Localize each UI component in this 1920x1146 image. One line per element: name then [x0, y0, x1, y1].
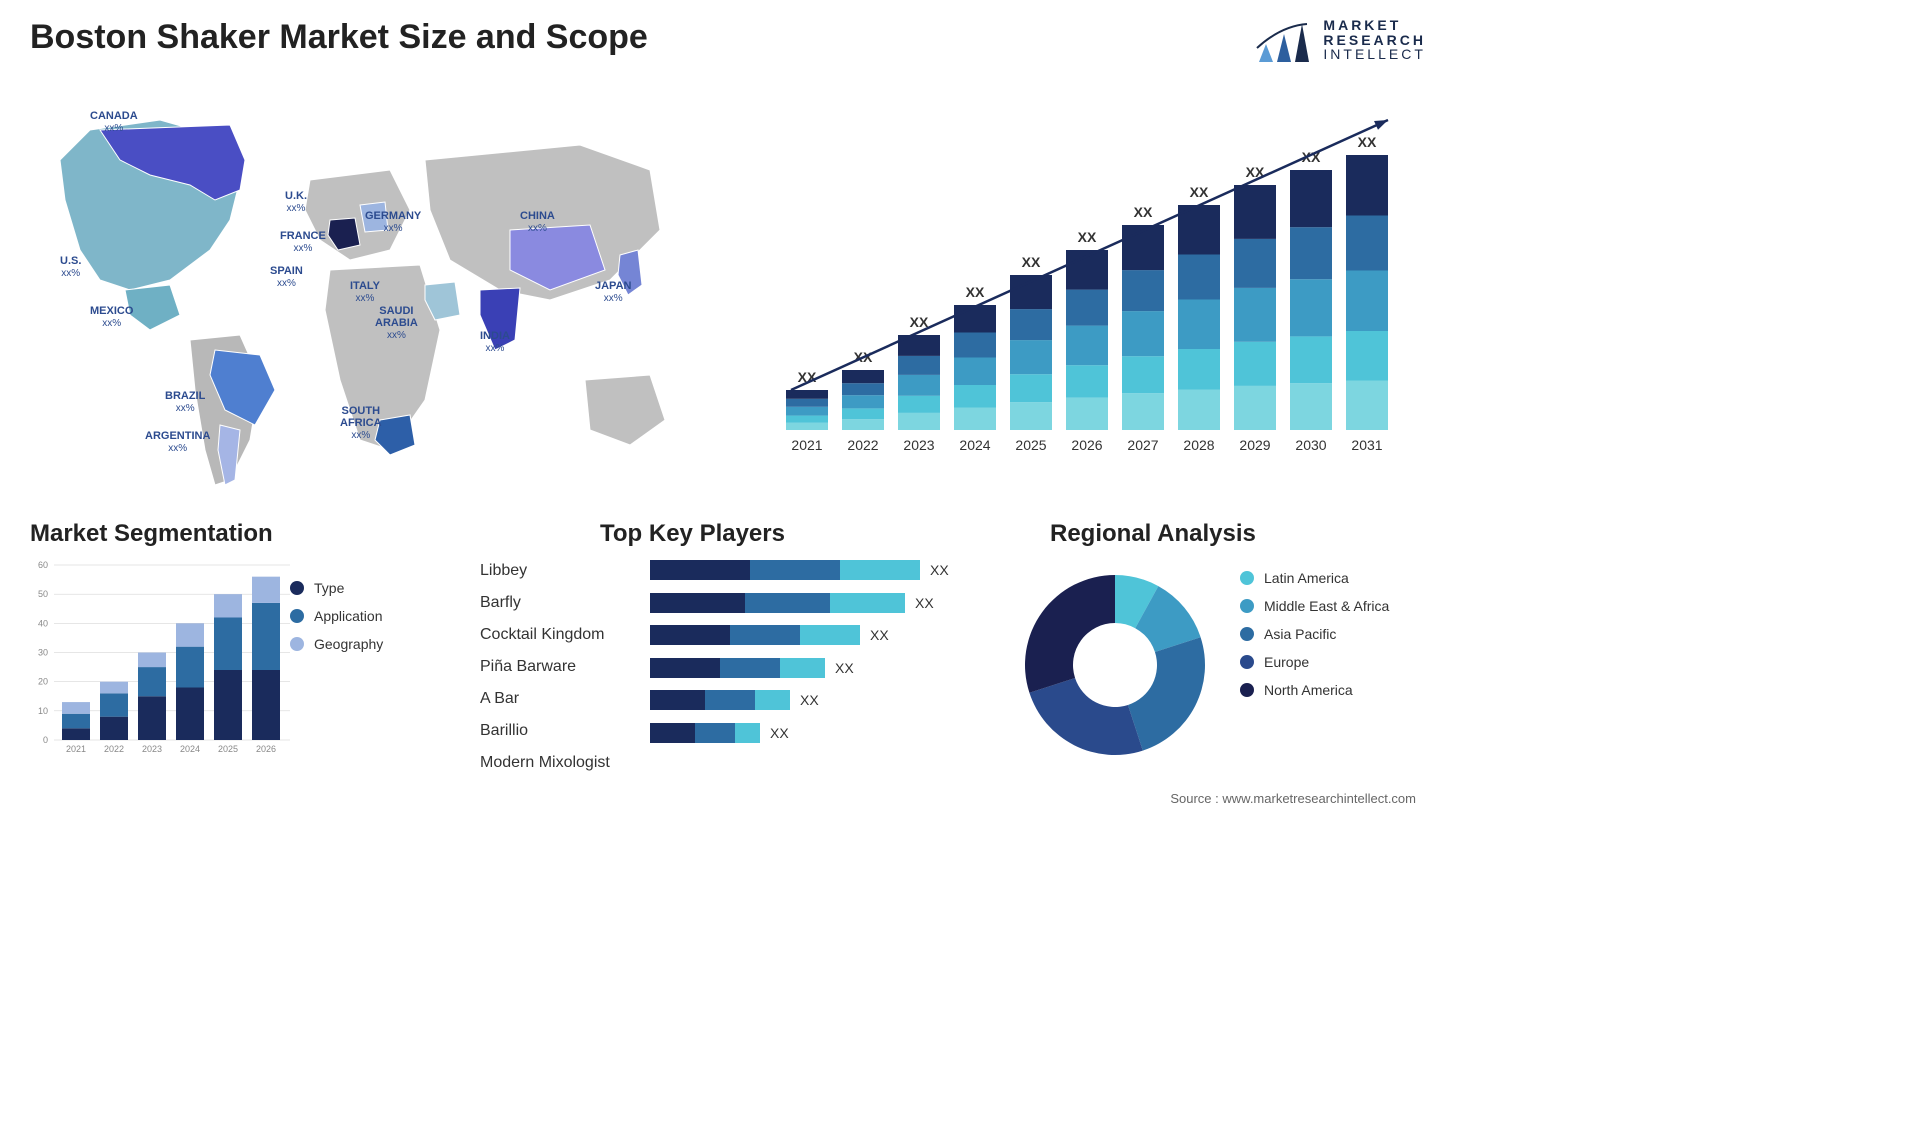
player-name: Barillio	[480, 715, 610, 747]
svg-text:2022: 2022	[847, 437, 878, 453]
map-label-canada: CANADAxx%	[90, 110, 138, 134]
svg-text:2026: 2026	[1071, 437, 1102, 453]
map-label-germany: GERMANYxx%	[365, 210, 421, 234]
svg-text:2022: 2022	[104, 744, 124, 754]
svg-text:2021: 2021	[791, 437, 822, 453]
region-legend-item: Europe	[1240, 654, 1389, 670]
source-attribution: Source : www.marketresearchintellect.com	[1170, 791, 1416, 806]
player-bar-row: XX	[650, 658, 980, 678]
regional-header: Regional Analysis	[1050, 520, 1256, 548]
svg-text:40: 40	[38, 618, 48, 628]
player-name: Cocktail Kingdom	[480, 619, 610, 651]
svg-text:50: 50	[38, 589, 48, 599]
svg-text:XX: XX	[1134, 204, 1153, 220]
map-label-spain: SPAINxx%	[270, 265, 303, 289]
seg-legend-item: Type	[290, 580, 383, 596]
svg-text:2025: 2025	[218, 744, 238, 754]
player-name: Piña Barware	[480, 651, 610, 683]
map-label-france: FRANCExx%	[280, 230, 326, 254]
brand-logo: MARKET RESEARCH INTELLECT	[1255, 18, 1426, 62]
player-name: Barfly	[480, 587, 610, 619]
map-label-india: INDIAxx%	[480, 330, 510, 354]
logo-text: MARKET RESEARCH INTELLECT	[1323, 18, 1426, 62]
svg-text:2028: 2028	[1183, 437, 1214, 453]
svg-text:2031: 2031	[1351, 437, 1382, 453]
yearly-growth-chart: 2021 XX 2022 XX 2023 XX 2024 XX 2025 XX 2026 XX 2027…	[776, 100, 1416, 470]
map-label-italy: ITALYxx%	[350, 280, 380, 304]
svg-text:2021: 2021	[66, 744, 86, 754]
regional-donut-chart	[1010, 560, 1220, 770]
players-list: LibbeyBarflyCocktail KingdomPiña Barware…	[480, 555, 610, 779]
region-legend-item: Asia Pacific	[1240, 626, 1389, 642]
map-label-mexico: MEXICOxx%	[90, 305, 133, 329]
svg-text:XX: XX	[966, 284, 985, 300]
player-name: Libbey	[480, 555, 610, 587]
logo-bars-icon	[1255, 18, 1311, 62]
map-label-japan: JAPANxx%	[595, 280, 631, 304]
world-map-panel: CANADAxx% U.S.xx% MEXICOxx% BRAZILxx% ARGENT…	[30, 90, 700, 490]
svg-text:2030: 2030	[1295, 437, 1326, 453]
map-label-u-k-: U.K.xx%	[285, 190, 307, 214]
svg-text:XX: XX	[1022, 254, 1041, 270]
region-legend-item: Latin America	[1240, 570, 1389, 586]
regional-legend: Latin America Middle East & Africa Asia Pa…	[1240, 570, 1389, 710]
player-bar-row: XX	[650, 625, 980, 645]
map-label-saudi-arabia: SAUDIARABIAxx%	[375, 305, 418, 341]
map-label-u-s-: U.S.xx%	[60, 255, 81, 279]
svg-text:10: 10	[38, 706, 48, 716]
segmentation-chart: 0102030405060202120222023202420252026	[30, 560, 270, 780]
svg-text:30: 30	[38, 648, 48, 658]
player-bar-row: XX	[650, 690, 980, 710]
svg-text:2023: 2023	[903, 437, 934, 453]
map-label-china: CHINAxx%	[520, 210, 555, 234]
player-name: Modern Mixologist	[480, 747, 610, 779]
segmentation-header: Market Segmentation	[30, 520, 273, 548]
page-title: Boston Shaker Market Size and Scope	[30, 18, 648, 57]
svg-text:XX: XX	[1358, 134, 1377, 150]
svg-text:2024: 2024	[180, 744, 200, 754]
map-label-brazil: BRAZILxx%	[165, 390, 205, 414]
player-name: A Bar	[480, 683, 610, 715]
players-bars: XX XX XX XX XX XX	[650, 560, 980, 755]
players-header: Top Key Players	[600, 520, 785, 548]
map-label-south-africa: SOUTHAFRICAxx%	[340, 405, 382, 441]
region-legend-item: North America	[1240, 682, 1389, 698]
segmentation-legend: Type Application Geography	[290, 580, 383, 664]
svg-text:20: 20	[38, 677, 48, 687]
svg-text:2024: 2024	[959, 437, 990, 453]
svg-text:2023: 2023	[142, 744, 162, 754]
seg-legend-item: Application	[290, 608, 383, 624]
svg-text:XX: XX	[1078, 229, 1097, 245]
player-bar-row: XX	[650, 723, 980, 743]
player-bar-row: XX	[650, 560, 980, 580]
svg-text:2027: 2027	[1127, 437, 1158, 453]
player-bar-row: XX	[650, 593, 980, 613]
map-label-argentina: ARGENTINAxx%	[145, 430, 210, 454]
region-legend-item: Middle East & Africa	[1240, 598, 1389, 614]
seg-legend-item: Geography	[290, 636, 383, 652]
svg-text:0: 0	[43, 735, 48, 745]
svg-text:2029: 2029	[1239, 437, 1270, 453]
svg-text:2026: 2026	[256, 744, 276, 754]
svg-text:XX: XX	[1190, 184, 1209, 200]
svg-text:2025: 2025	[1015, 437, 1046, 453]
svg-text:60: 60	[38, 560, 48, 570]
